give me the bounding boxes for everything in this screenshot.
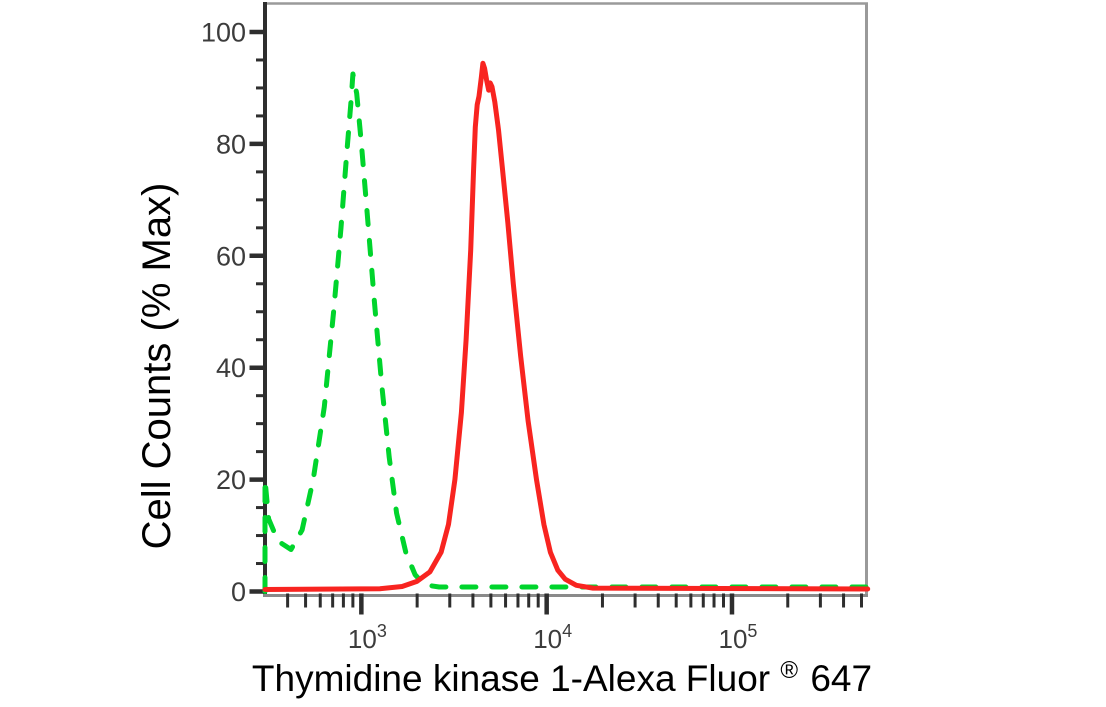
x-tick-label: 104 [533,621,572,654]
y-axis-ticks [249,29,267,594]
x-axis-tick-labels: 103 104 105 [348,621,758,654]
y-axis-tick-labels: 0 20 40 60 80 100 [201,18,246,608]
y-tick-label: 60 [216,241,246,271]
y-axis-title: Cell Counts (% Max) [135,183,179,550]
registered-trademark-icon: ® [780,657,798,684]
curves [262,60,871,594]
plot-frame [263,2,868,597]
red-solid-sample-curve [262,60,871,592]
x-axis-ticks [286,593,864,615]
y-tick-label: 0 [231,577,246,607]
x-tick-label: 105 [719,621,758,654]
y-tick-label: 80 [216,129,246,159]
y-tick-label: 100 [201,18,246,48]
y-tick-label: 20 [216,465,246,495]
x-tick-label: 103 [348,621,387,654]
green-dashed-control-curve [262,71,871,594]
x-axis-title: Thymidine kinase 1-Alexa Fluor ® 647 [252,645,872,699]
x-axis-title-suffix: 647 [810,658,872,699]
x-axis-title-main: Thymidine kinase 1-Alexa Fluor [252,658,770,699]
y-tick-label: 40 [216,353,246,383]
